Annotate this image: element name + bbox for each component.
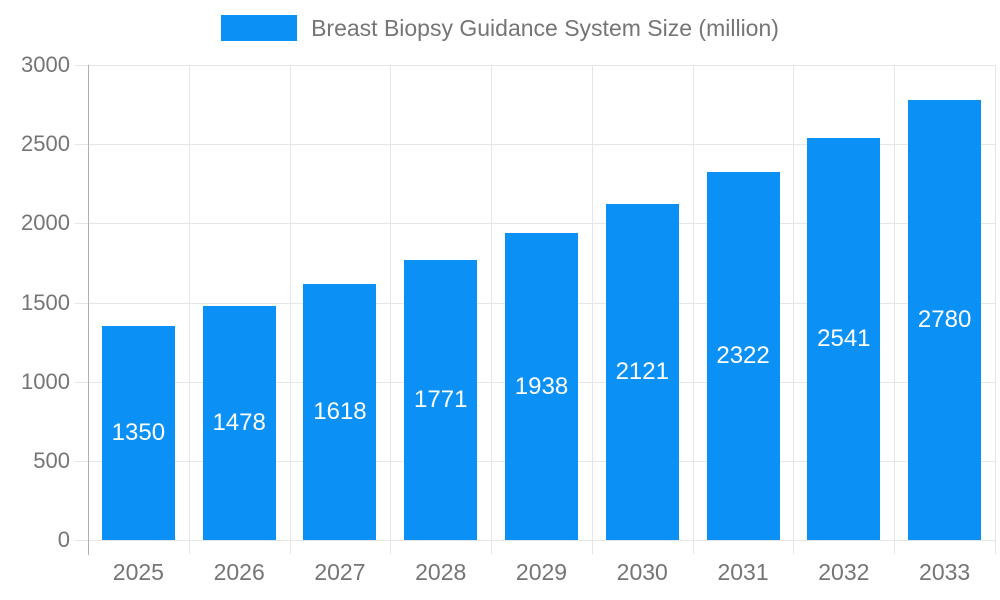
y-axis-tick — [75, 540, 88, 541]
x-axis-tick — [692, 540, 694, 554]
x-axis-tick — [591, 540, 593, 554]
legend: Breast Biopsy Guidance System Size (mill… — [0, 15, 1000, 41]
bar-value-label: 1771 — [414, 385, 468, 413]
gridline-vertical — [390, 65, 392, 540]
bar-2032[interactable] — [807, 137, 881, 540]
bar-2025[interactable] — [101, 326, 175, 540]
gridline-vertical — [591, 65, 593, 540]
x-axis-tick — [390, 540, 392, 554]
y-axis-tick — [75, 65, 88, 66]
bar-2030[interactable] — [605, 204, 679, 540]
bar-value-label: 2322 — [716, 342, 770, 370]
chart-title: Breast Biopsy Guidance System Size (mill… — [311, 15, 779, 41]
x-axis-label: 2029 — [515, 559, 568, 585]
x-axis-tick — [995, 540, 996, 554]
gridline-vertical — [289, 65, 291, 540]
gridline-horizontal — [88, 223, 995, 225]
bar-2026[interactable] — [202, 305, 276, 540]
y-axis-tick — [75, 223, 88, 225]
y-axis-line — [88, 65, 89, 555]
x-axis-label: 2028 — [415, 559, 467, 585]
x-axis-label: 2026 — [213, 559, 265, 585]
x-axis-tick — [793, 540, 795, 554]
x-axis-label: 2032 — [818, 559, 870, 585]
bar-value-label: 1938 — [514, 372, 569, 400]
x-axis-tick — [188, 540, 190, 554]
y-axis-tick — [75, 302, 88, 304]
bar-value-label: 1350 — [111, 419, 166, 447]
legend-swatch — [221, 15, 298, 41]
gridline-vertical — [491, 65, 493, 540]
y-axis-label: 1500 — [21, 289, 70, 315]
gridline-vertical — [894, 65, 896, 540]
gridline-horizontal — [88, 65, 995, 66]
bar-2027[interactable] — [303, 283, 377, 540]
legend-item[interactable]: Breast Biopsy Guidance System Size (mill… — [221, 15, 779, 41]
x-axis-tick — [894, 540, 896, 554]
x-axis-label: 2027 — [314, 559, 366, 585]
x-axis-tick — [491, 540, 493, 554]
x-axis-label: 2031 — [717, 559, 769, 585]
x-axis-label: 2025 — [112, 559, 164, 585]
y-axis-label: 0 — [57, 527, 70, 552]
gridline-vertical — [793, 65, 795, 540]
bar-2031[interactable] — [706, 172, 780, 540]
gridline-vertical — [692, 65, 694, 540]
gridline-vertical — [188, 65, 190, 540]
bar-2033[interactable] — [908, 99, 982, 540]
bar-value-label: 2541 — [817, 324, 871, 352]
y-axis-tick — [75, 381, 88, 383]
bar-value-label: 1618 — [313, 397, 367, 425]
gridline-horizontal — [88, 144, 995, 146]
x-axis-tick — [289, 540, 291, 554]
bar-2028[interactable] — [404, 259, 478, 540]
gridline-vertical — [995, 65, 996, 540]
bar-2029[interactable] — [505, 233, 578, 540]
y-axis-tick — [75, 144, 88, 146]
gridline-horizontal — [88, 540, 995, 541]
x-axis-label: 2033 — [919, 559, 971, 585]
y-axis-label: 2000 — [21, 210, 70, 236]
y-axis-label: 1000 — [21, 368, 70, 394]
x-axis-label: 2030 — [616, 559, 668, 585]
bar-value-label: 1478 — [212, 408, 266, 436]
bar-value-label: 2780 — [917, 305, 972, 333]
y-axis-tick — [75, 460, 88, 462]
y-axis-label: 2500 — [21, 131, 70, 157]
y-axis-label: 3000 — [21, 52, 70, 77]
bar-value-label: 2121 — [615, 358, 669, 386]
y-axis-label: 500 — [33, 447, 70, 473]
